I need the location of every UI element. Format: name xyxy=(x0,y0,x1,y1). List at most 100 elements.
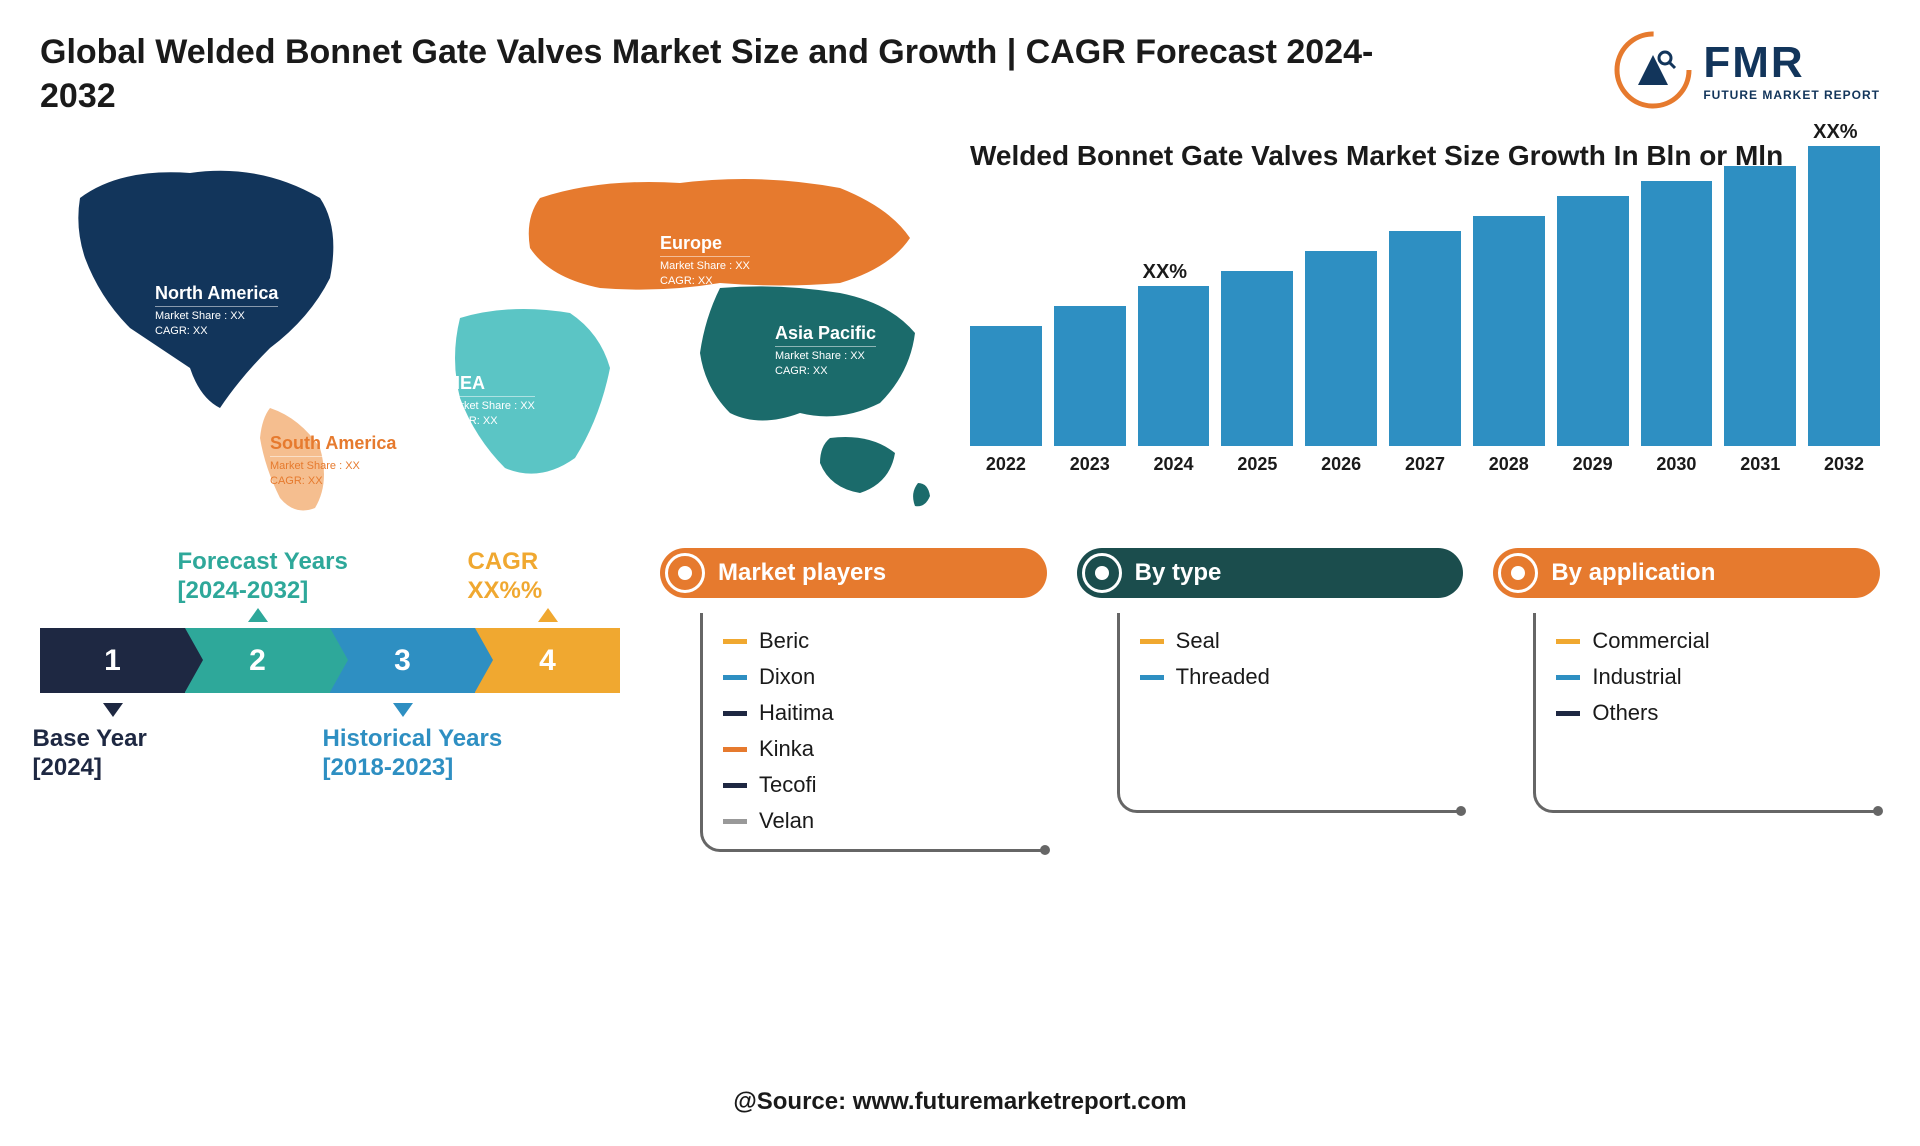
bar-2024: 2024 xyxy=(1138,286,1210,475)
region-label-asia-pacific: Asia PacificMarket Share : XXCAGR: XX xyxy=(775,323,876,378)
item-label: Commercial xyxy=(1592,628,1709,654)
timeline-segment-1: 1 xyxy=(40,628,185,693)
item-marker-icon xyxy=(1556,675,1580,680)
world-map: North AmericaMarket Share : XXCAGR: XX So… xyxy=(40,138,940,518)
bar-rect xyxy=(1557,196,1629,446)
bar-rect xyxy=(1305,251,1377,446)
bar-rect xyxy=(1724,166,1796,446)
region-label-north-america: North AmericaMarket Share : XXCAGR: XX xyxy=(155,283,278,338)
bar-2026: 2026 xyxy=(1305,251,1377,475)
list-item: Beric xyxy=(723,623,1047,659)
category-market-players: Market players Beric Dixon Haitima Kinka Teco… xyxy=(660,548,1047,852)
item-marker-icon xyxy=(723,711,747,716)
timeline-label: Historical Years[2018-2023] xyxy=(323,725,503,783)
category-dot-icon xyxy=(1498,553,1538,593)
region-label-mea: MEAMarket Share : XXCAGR: XX xyxy=(445,373,535,428)
category-list: Seal Threaded xyxy=(1117,613,1464,813)
logo-icon xyxy=(1613,30,1693,110)
page-title: Global Welded Bonnet Gate Valves Market … xyxy=(40,30,1420,118)
logo: FMR FUTURE MARKET REPORT xyxy=(1613,30,1880,110)
bar-2032: 2032 xyxy=(1808,146,1880,475)
timeline-arrow-icon xyxy=(393,703,413,717)
logo-brand: FMR xyxy=(1703,38,1880,88)
item-marker-icon xyxy=(1140,639,1164,644)
list-item: Others xyxy=(1556,695,1880,731)
bar-rect xyxy=(1221,271,1293,446)
list-item: Threaded xyxy=(1140,659,1464,695)
item-label: Kinka xyxy=(759,736,814,762)
region-label-south-america: South AmericaMarket Share : XXCAGR: XX xyxy=(270,433,396,488)
timeline-label: Forecast Years[2024-2032] xyxy=(178,548,348,606)
bar-annotation: XX% xyxy=(1813,121,1857,144)
item-label: Others xyxy=(1592,700,1658,726)
list-item: Tecofi xyxy=(723,767,1047,803)
list-item: Kinka xyxy=(723,731,1047,767)
timeline-segment-4: 4 xyxy=(475,628,620,693)
bar-year-label: 2031 xyxy=(1740,454,1780,475)
timeline-arrow-icon xyxy=(248,608,268,622)
bar-year-label: 2023 xyxy=(1070,454,1110,475)
bar-year-label: 2024 xyxy=(1154,454,1194,475)
bar-2022: 2022 xyxy=(970,326,1042,475)
bar-2031: 2031 xyxy=(1724,166,1796,475)
bar-rect xyxy=(1473,216,1545,446)
item-label: Seal xyxy=(1176,628,1220,654)
item-marker-icon xyxy=(1556,639,1580,644)
bar-2028: 2028 xyxy=(1473,216,1545,475)
category-title: By type xyxy=(1135,559,1222,587)
item-marker-icon xyxy=(723,783,747,788)
bar-2030: 2030 xyxy=(1641,181,1713,475)
bar-year-label: 2028 xyxy=(1489,454,1529,475)
item-label: Haitima xyxy=(759,700,834,726)
category-by-type: By type Seal Threaded xyxy=(1077,548,1464,852)
bar-year-label: 2025 xyxy=(1237,454,1277,475)
item-marker-icon xyxy=(1140,675,1164,680)
bar-2027: 2027 xyxy=(1389,231,1461,475)
list-item: Dixon xyxy=(723,659,1047,695)
source-text: @Source: www.futuremarketreport.com xyxy=(733,1088,1186,1116)
timeline-label: Base Year[2024] xyxy=(33,725,147,783)
bar-rect xyxy=(1641,181,1713,446)
timeline-segment-3: 3 xyxy=(330,628,475,693)
category-list: Beric Dixon Haitima Kinka Tecofi Velan xyxy=(700,613,1047,852)
bar-year-label: 2022 xyxy=(986,454,1026,475)
item-marker-icon xyxy=(1556,711,1580,716)
item-label: Dixon xyxy=(759,664,815,690)
list-item: Velan xyxy=(723,803,1047,839)
timeline-arrow-icon xyxy=(538,608,558,622)
item-label: Beric xyxy=(759,628,809,654)
item-label: Industrial xyxy=(1592,664,1681,690)
bar-year-label: 2027 xyxy=(1405,454,1445,475)
category-dot-icon xyxy=(665,553,705,593)
bar-rect xyxy=(1138,286,1210,446)
list-item: Haitima xyxy=(723,695,1047,731)
bar-2029: 2029 xyxy=(1557,196,1629,475)
item-marker-icon xyxy=(723,747,747,752)
category-header: By application xyxy=(1493,548,1880,598)
bar-chart: Welded Bonnet Gate Valves Market Size Gr… xyxy=(970,138,1880,518)
item-marker-icon xyxy=(723,819,747,824)
bar-year-label: 2026 xyxy=(1321,454,1361,475)
category-list: Commercial Industrial Others xyxy=(1533,613,1880,813)
timeline-arrow-icon xyxy=(103,703,123,717)
item-label: Velan xyxy=(759,808,814,834)
category-header: Market players xyxy=(660,548,1047,598)
bar-2025: 2025 xyxy=(1221,271,1293,475)
item-marker-icon xyxy=(723,675,747,680)
bar-annotation: XX% xyxy=(1143,261,1187,284)
timeline: Forecast Years[2024-2032]CAGRXX%% 1234 B… xyxy=(40,548,620,852)
category-dot-icon xyxy=(1082,553,1122,593)
bar-rect xyxy=(1054,306,1126,446)
category-title: Market players xyxy=(718,559,886,587)
list-item: Seal xyxy=(1140,623,1464,659)
item-label: Threaded xyxy=(1176,664,1270,690)
region-label-europe: EuropeMarket Share : XXCAGR: XX xyxy=(660,233,750,288)
timeline-label: CAGRXX%% xyxy=(468,548,543,606)
item-label: Tecofi xyxy=(759,772,816,798)
bar-year-label: 2032 xyxy=(1824,454,1864,475)
bar-year-label: 2030 xyxy=(1656,454,1696,475)
category-header: By type xyxy=(1077,548,1464,598)
category-by-application: By application Commercial Industrial Others xyxy=(1493,548,1880,852)
logo-subtitle: FUTURE MARKET REPORT xyxy=(1703,88,1880,102)
bar-rect xyxy=(1808,146,1880,446)
